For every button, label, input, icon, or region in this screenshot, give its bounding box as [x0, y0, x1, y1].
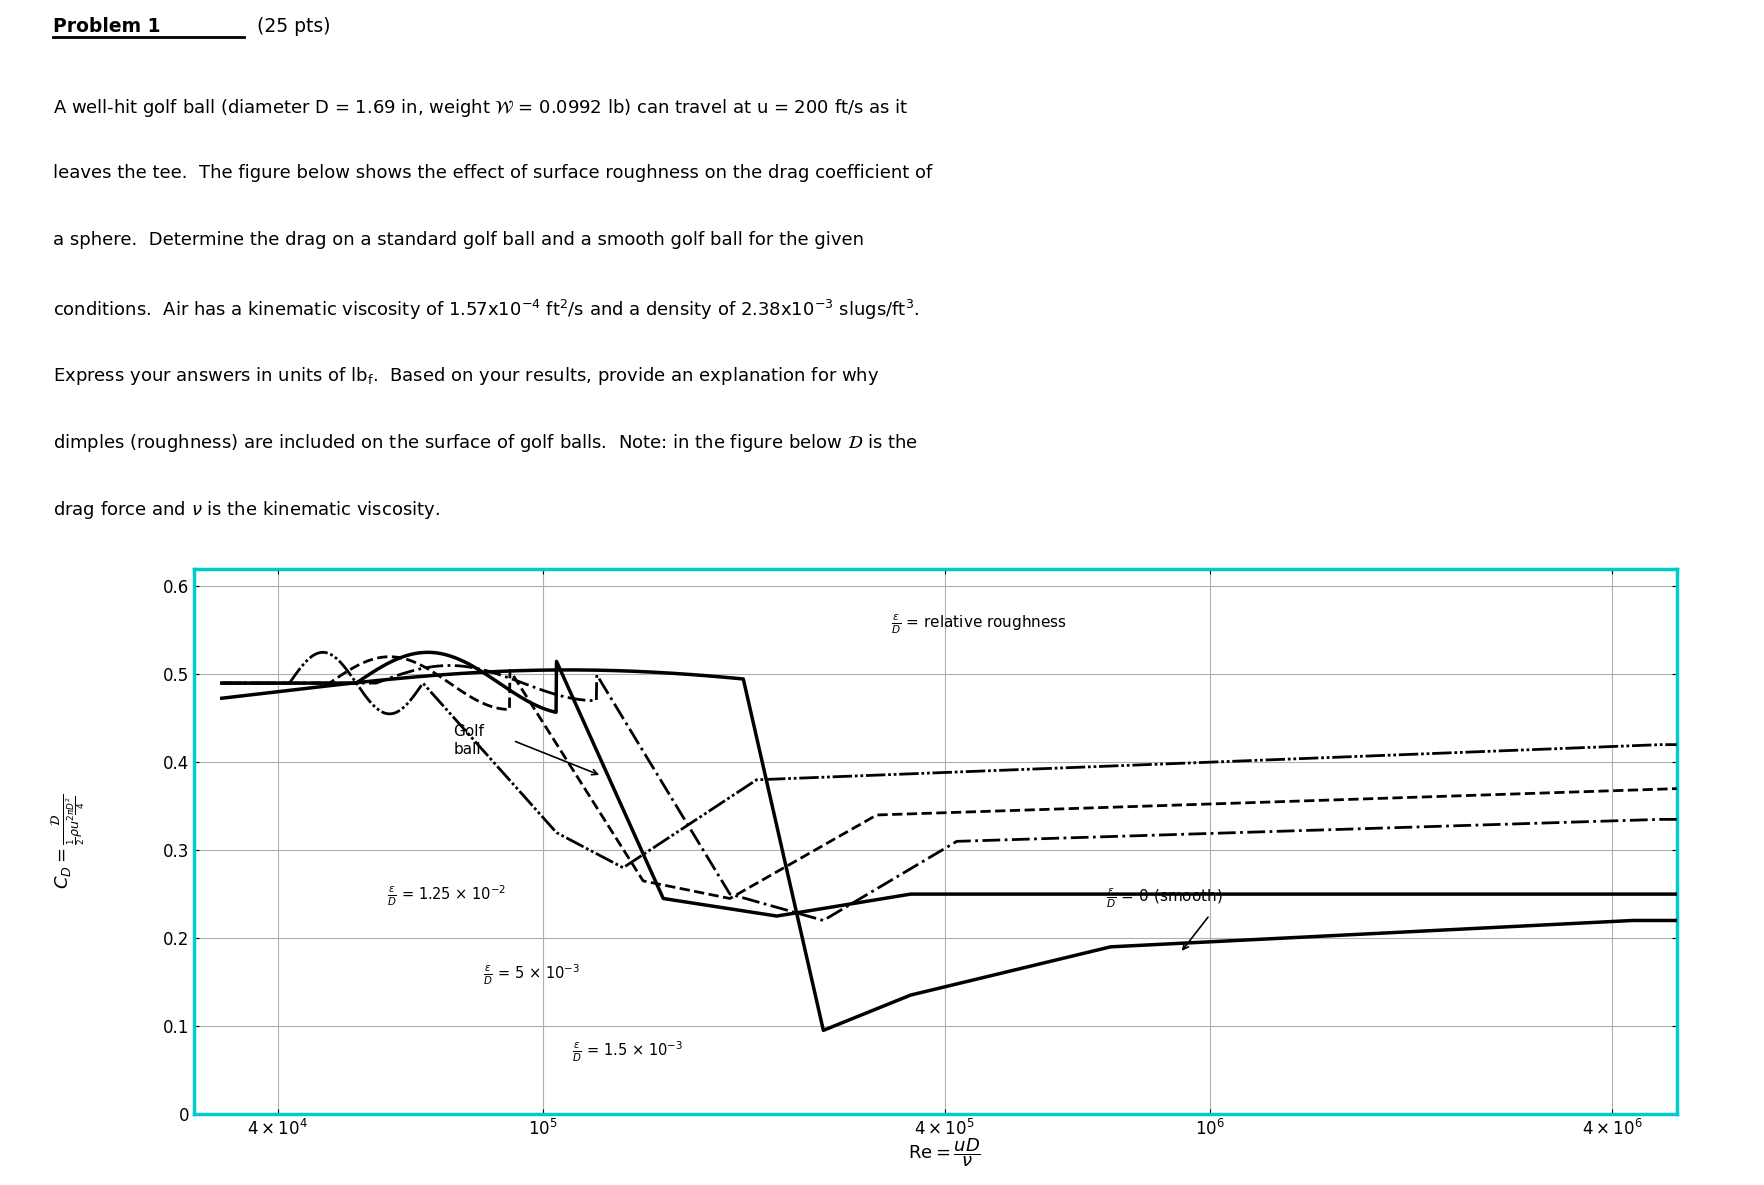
Y-axis label: $C_D = \frac{\mathcal{D}}{\frac{1}{2}\rho u^2 \frac{\pi D^2}{4}}$: $C_D = \frac{\mathcal{D}}{\frac{1}{2}\rh…	[49, 794, 86, 889]
Text: $\frac{\varepsilon}{D}$ = 1.25 $\times$ 10$^{-2}$: $\frac{\varepsilon}{D}$ = 1.25 $\times$ …	[386, 883, 506, 909]
Text: conditions.  Air has a kinematic viscosity of 1.57x10$^{-4}$ ft$^2$/s and a dens: conditions. Air has a kinematic viscosit…	[53, 299, 919, 322]
Text: Golf
ball: Golf ball	[453, 724, 483, 756]
Text: $\frac{\varepsilon}{D}$ = relative roughness: $\frac{\varepsilon}{D}$ = relative rough…	[891, 613, 1067, 636]
Text: drag force and $\nu$ is the kinematic viscosity.: drag force and $\nu$ is the kinematic vi…	[53, 499, 439, 521]
Text: leaves the tee.  The figure below shows the effect of surface roughness on the d: leaves the tee. The figure below shows t…	[53, 164, 931, 181]
Text: $\frac{\varepsilon}{D}$ = 1.5 $\times$ 10$^{-3}$: $\frac{\varepsilon}{D}$ = 1.5 $\times$ 1…	[572, 1039, 683, 1064]
Text: $\frac{\varepsilon}{D}$ = 0 (smooth): $\frac{\varepsilon}{D}$ = 0 (smooth)	[1106, 886, 1222, 910]
Text: Problem 1: Problem 1	[53, 17, 161, 36]
Text: a sphere.  Determine the drag on a standard golf ball and a smooth golf ball for: a sphere. Determine the drag on a standa…	[53, 231, 863, 249]
Text: A well-hit golf ball (diameter D = 1.69 in, weight $\mathcal{W}$ = 0.0992 lb) ca: A well-hit golf ball (diameter D = 1.69 …	[53, 97, 908, 118]
Text: $\mathrm{Re} = \dfrac{uD}{\nu}$: $\mathrm{Re} = \dfrac{uD}{\nu}$	[907, 1136, 981, 1168]
Text: $\frac{\varepsilon}{D}$ = 5 $\times$ 10$^{-3}$: $\frac{\varepsilon}{D}$ = 5 $\times$ 10$…	[483, 962, 580, 987]
Text: Express your answers in units of lb$_\mathrm{f}$.  Based on your results, provid: Express your answers in units of lb$_\ma…	[53, 365, 878, 387]
Text: dimples (roughness) are included on the surface of golf balls.  Note: in the fig: dimples (roughness) are included on the …	[53, 433, 917, 454]
Text: (25 pts): (25 pts)	[250, 17, 330, 36]
